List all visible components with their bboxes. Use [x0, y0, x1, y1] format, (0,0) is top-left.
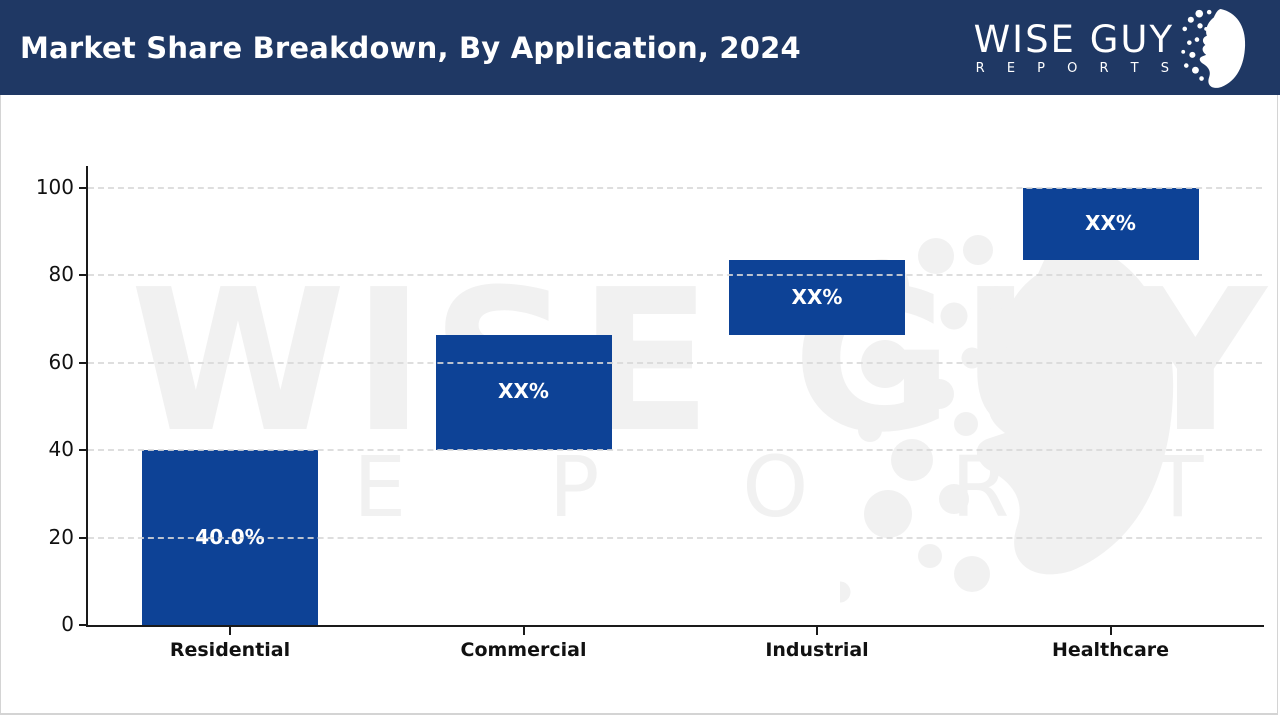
- gridline-y-100: [88, 186, 1262, 189]
- logo-subtitle: R E P O R T S: [975, 60, 1178, 76]
- y-tick-label-80: 80: [48, 262, 74, 286]
- dotted-head-profile-icon: [1181, 8, 1246, 88]
- bar-value-label: XX%: [498, 379, 549, 404]
- y-tick-mark-100: [79, 186, 88, 189]
- bar-value-label: XX%: [1085, 210, 1136, 235]
- x-tick-mark-healthcare: [1109, 627, 1112, 635]
- gridline-y-40: [88, 449, 1262, 451]
- logo-text: WISE GUY R E P O R T S: [970, 21, 1178, 75]
- bar-healthcare: XX%: [1022, 187, 1199, 261]
- header-bar: Market Share Breakdown, By Application, …: [0, 0, 1280, 95]
- y-tick-mark-20: [79, 536, 88, 539]
- y-tick-mark-80: [79, 274, 88, 276]
- gridline-y-60: [88, 361, 1262, 364]
- x-tick-mark-industrial: [816, 627, 818, 635]
- y-tick-label-40: 40: [48, 437, 74, 461]
- wise-guy-reports-logo: WISE GUY R E P O R T S: [970, 6, 1252, 90]
- x-tick-label-residential: Residential: [169, 639, 291, 661]
- y-tick-mark-60: [79, 361, 88, 364]
- bar-industrial: XX%: [729, 260, 905, 335]
- x-tick-mark-residential: [229, 627, 231, 635]
- page-title: Market Share Breakdown, By Application, …: [20, 30, 801, 65]
- x-tick-mark-commercial: [522, 627, 525, 635]
- y-tick-mark-0: [79, 624, 88, 626]
- x-tick-label-industrial: Industrial: [765, 639, 869, 661]
- logo-wordmark: WISE GUY: [973, 17, 1175, 61]
- gridline-y-20: [88, 536, 1262, 539]
- y-tick-mark-40: [79, 449, 88, 451]
- y-axis-line: [86, 166, 88, 627]
- x-tick-label-healthcare: Healthcare: [1051, 639, 1170, 661]
- y-tick-label-20: 20: [48, 524, 74, 549]
- bar-value-label: XX%: [791, 284, 843, 309]
- x-axis-line: [86, 625, 1264, 627]
- y-tick-label-60: 60: [48, 349, 74, 374]
- gridline-y-80: [88, 274, 1262, 276]
- x-tick-label-commercial: Commercial: [460, 639, 587, 661]
- y-tick-label-100: 100: [35, 174, 74, 199]
- y-tick-label-0: 0: [61, 612, 74, 636]
- bar-commercial: XX%: [435, 334, 612, 450]
